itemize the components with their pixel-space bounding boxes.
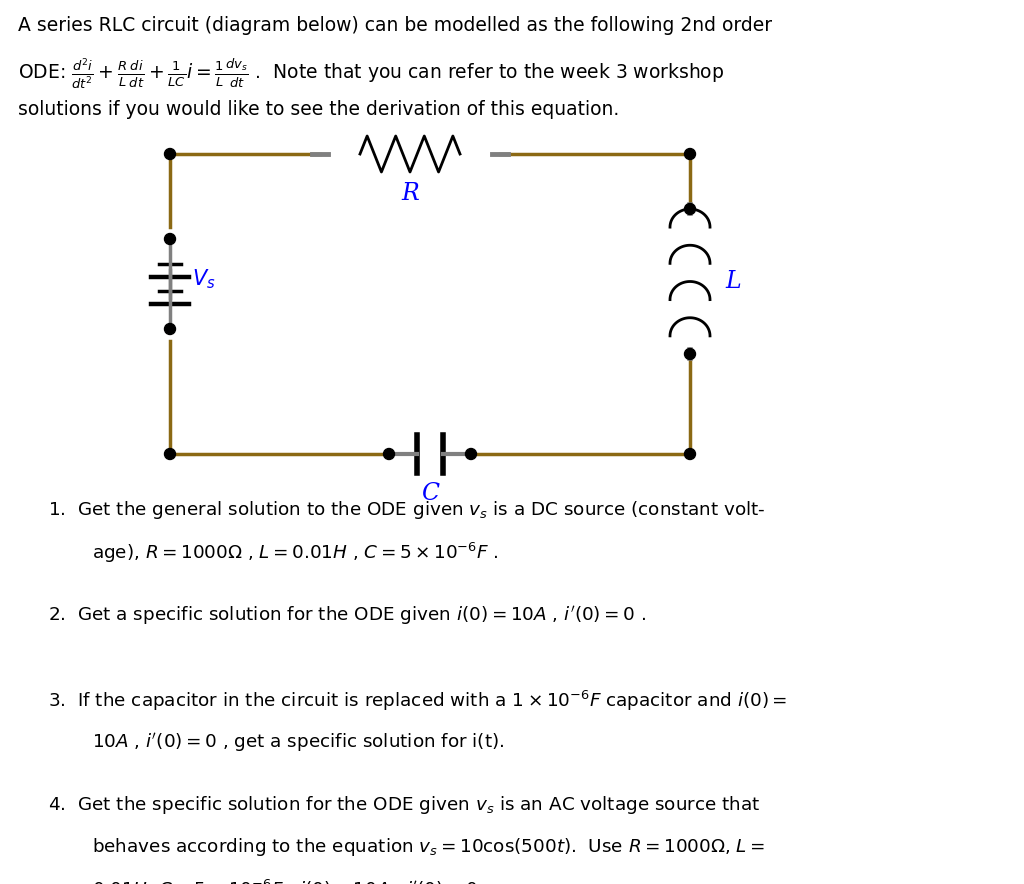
Circle shape bbox=[466, 448, 476, 460]
Text: 3.  If the capacitor in the circuit is replaced with a $1 \times 10^{-6}F$ capac: 3. If the capacitor in the circuit is re… bbox=[48, 689, 787, 713]
Text: $V_s$: $V_s$ bbox=[193, 267, 216, 291]
Circle shape bbox=[684, 448, 695, 460]
Text: ODE: $\frac{d^2i}{dt^2} + \frac{R}{L}\frac{di}{dt} + \frac{1}{LC}i = \frac{1}{L}: ODE: $\frac{d^2i}{dt^2} + \frac{R}{L}\fr… bbox=[18, 56, 724, 91]
Circle shape bbox=[684, 203, 695, 215]
Text: A series RLC circuit (diagram below) can be modelled as the following 2nd order: A series RLC circuit (diagram below) can… bbox=[18, 16, 772, 35]
Text: L: L bbox=[725, 270, 740, 293]
Circle shape bbox=[684, 149, 695, 159]
Text: solutions if you would like to see the derivation of this equation.: solutions if you would like to see the d… bbox=[18, 100, 620, 119]
Text: $0.01H$, $C = 5 \times 10^{-6}F$ , $i(0) = 10A$ , $i'(0) = 0$ .: $0.01H$, $C = 5 \times 10^{-6}F$ , $i(0)… bbox=[92, 878, 488, 884]
Text: 4.  Get the specific solution for the ODE given $v_s$ is an AC voltage source th: 4. Get the specific solution for the ODE… bbox=[48, 794, 760, 816]
Circle shape bbox=[684, 348, 695, 360]
Text: $10A$ , $i'(0) = 0$ , get a specific solution for i(t).: $10A$ , $i'(0) = 0$ , get a specific sol… bbox=[92, 731, 505, 754]
Text: 1.  Get the general solution to the ODE given $v_s$ is a DC source (constant vol: 1. Get the general solution to the ODE g… bbox=[48, 499, 766, 521]
Circle shape bbox=[165, 149, 175, 159]
Text: R: R bbox=[401, 182, 419, 205]
Circle shape bbox=[384, 448, 394, 460]
Circle shape bbox=[165, 233, 175, 245]
Text: behaves according to the equation $v_s = 10\cos(500t)$.  Use $R = 1000\Omega$, $: behaves according to the equation $v_s =… bbox=[92, 836, 765, 858]
Text: 2.  Get a specific solution for the ODE given $i(0) = 10A$ , $i'(0) = 0$ .: 2. Get a specific solution for the ODE g… bbox=[48, 604, 646, 627]
Circle shape bbox=[165, 448, 175, 460]
Text: age), $R = 1000\Omega$ , $L = 0.01H$ , $C = 5 \times 10^{-6}F$ .: age), $R = 1000\Omega$ , $L = 0.01H$ , $… bbox=[92, 541, 499, 565]
Circle shape bbox=[165, 324, 175, 334]
Text: C: C bbox=[421, 482, 439, 505]
